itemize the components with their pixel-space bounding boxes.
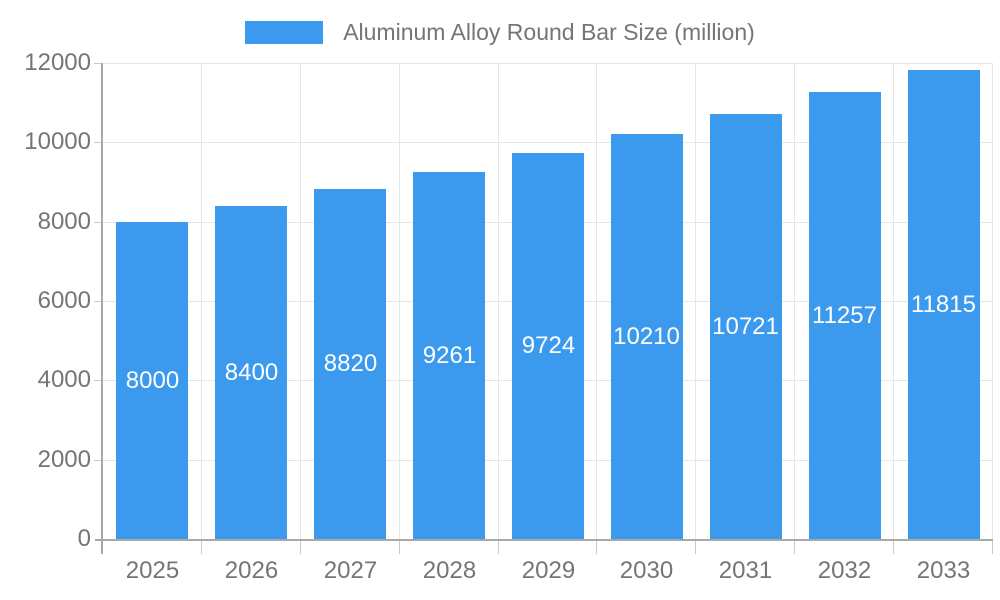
x-gridline (695, 63, 696, 539)
bar-value-label: 8400 (224, 359, 279, 386)
y-axis-tick-label: 2000 (37, 446, 91, 473)
bar-value-label: 9261 (422, 342, 477, 369)
y-axis-tick-label: 6000 (37, 287, 91, 314)
y-axis-tick-label: 8000 (37, 208, 91, 235)
y-axis-line (101, 63, 103, 554)
y-axis-tick-label: 12000 (24, 49, 91, 76)
x-tick (992, 541, 993, 554)
bar-value-label: 10210 (613, 323, 680, 350)
bar[interactable] (413, 172, 485, 539)
x-tick (498, 541, 499, 554)
bar-value-label: 8000 (125, 367, 180, 394)
x-tick (695, 541, 696, 554)
x-axis-tick-label: 2030 (619, 557, 674, 584)
y-tick (94, 222, 103, 223)
bar[interactable] (314, 189, 386, 539)
x-axis-tick-label: 2031 (718, 557, 773, 584)
y-tick (94, 460, 103, 461)
x-gridline (992, 63, 993, 539)
x-axis-tick-label: 2026 (224, 557, 279, 584)
y-tick (94, 380, 103, 381)
bar[interactable] (809, 92, 881, 539)
bar[interactable] (611, 134, 683, 539)
x-axis-line (95, 539, 993, 541)
x-gridline (300, 63, 301, 539)
y-axis-tick-label: 0 (77, 525, 91, 552)
legend-swatch (245, 20, 324, 44)
y-tick (94, 142, 103, 143)
x-tick (794, 541, 795, 554)
y-axis-tick-label: 4000 (37, 366, 91, 393)
x-gridline (893, 63, 894, 539)
x-tick (596, 541, 597, 554)
bar-value-label: 8820 (323, 350, 378, 377)
legend-label: Aluminum Alloy Round Bar Size (million) (343, 19, 755, 45)
x-tick (399, 541, 400, 554)
x-gridline (596, 63, 597, 539)
x-gridline (201, 63, 202, 539)
x-axis-tick-label: 2032 (817, 557, 872, 584)
x-axis-tick-label: 2027 (323, 557, 378, 584)
x-tick (201, 541, 202, 554)
x-tick (893, 541, 894, 554)
bar[interactable] (215, 206, 287, 539)
x-axis-tick-label: 2028 (422, 557, 477, 584)
y-gridline (103, 142, 993, 143)
y-axis-tick-label: 10000 (24, 128, 91, 155)
bar-value-label: 11257 (812, 302, 877, 329)
x-tick (300, 541, 301, 554)
bar-value-label: 11815 (911, 291, 976, 318)
legend[interactable]: Aluminum Alloy Round Bar Size (million) (0, 14, 1000, 50)
y-tick (94, 63, 103, 64)
x-gridline (794, 63, 795, 539)
bar[interactable] (710, 114, 782, 539)
bar-value-label: 9724 (521, 332, 576, 359)
y-gridline (103, 63, 993, 64)
x-axis-tick-label: 2029 (521, 557, 576, 584)
x-gridline (498, 63, 499, 539)
y-tick (94, 301, 103, 302)
bar[interactable] (116, 222, 188, 539)
x-axis-tick-label: 2025 (125, 557, 180, 584)
bar[interactable] (908, 70, 980, 539)
bar-value-label: 10721 (712, 313, 779, 340)
x-gridline (399, 63, 400, 539)
x-axis-tick-label: 2033 (916, 557, 971, 584)
bar[interactable] (512, 153, 584, 539)
